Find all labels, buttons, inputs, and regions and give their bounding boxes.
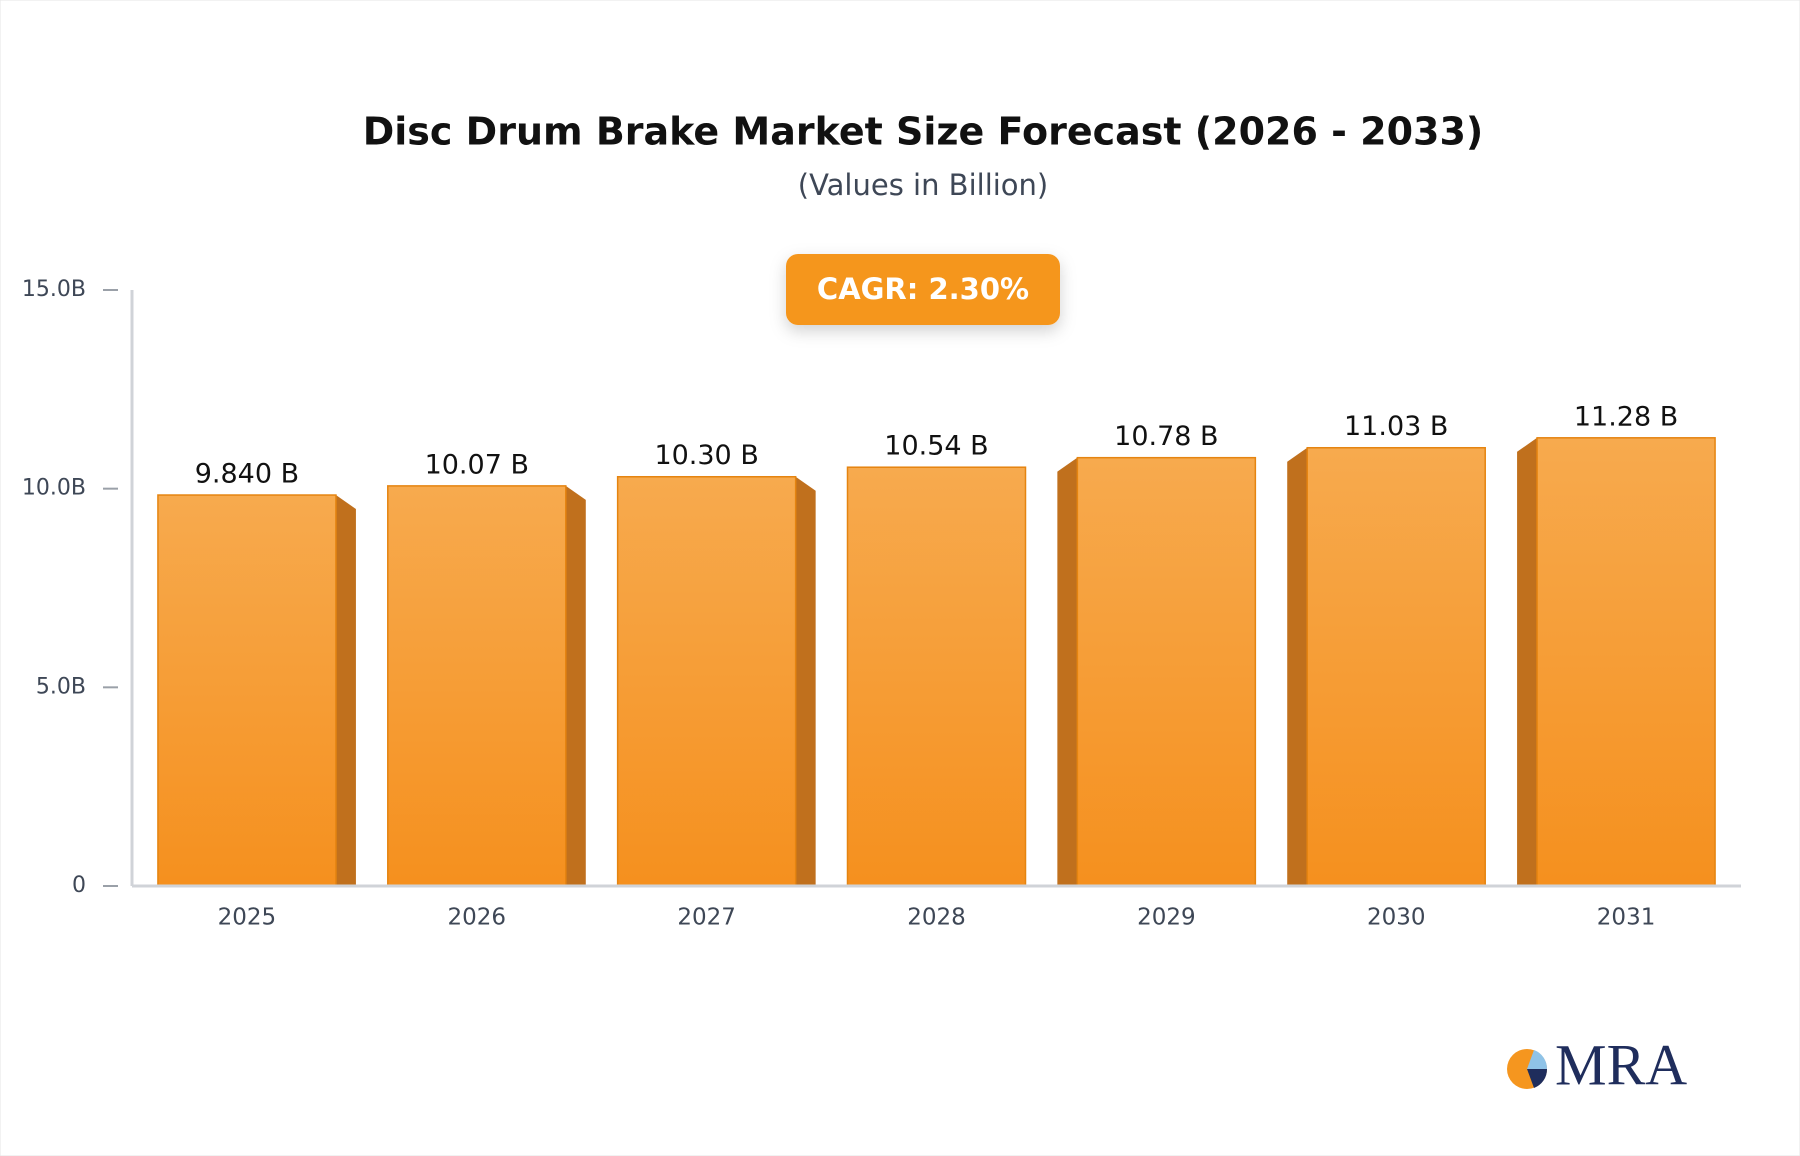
y-tick-label: 5.0B bbox=[36, 674, 86, 699]
x-tick-label: 2030 bbox=[1367, 905, 1426, 931]
cagr-label: CAGR: 2.30% bbox=[817, 272, 1029, 306]
value-label: 10.30 B bbox=[654, 440, 758, 471]
bar bbox=[846, 466, 1027, 887]
bar bbox=[387, 485, 567, 887]
logo: MRA bbox=[1507, 1032, 1687, 1097]
x-tick-label: 2031 bbox=[1597, 905, 1656, 931]
logo-icon-slice bbox=[1527, 1069, 1548, 1088]
bar bbox=[1536, 437, 1716, 887]
logo-text: MRA bbox=[1555, 1032, 1687, 1097]
bar-side bbox=[1517, 437, 1538, 886]
value-label: 9.840 B bbox=[195, 459, 299, 490]
bar-side bbox=[565, 485, 586, 886]
bar bbox=[157, 494, 337, 887]
logo-icon-slice bbox=[1527, 1050, 1548, 1069]
x-tick-label: 2028 bbox=[907, 905, 966, 931]
x-tick-label: 2027 bbox=[677, 905, 736, 931]
chart-title: Disc Drum Brake Market Size Forecast (20… bbox=[363, 110, 1484, 154]
value-label: 11.28 B bbox=[1574, 401, 1678, 432]
bar bbox=[1076, 456, 1257, 887]
value-label: 10.07 B bbox=[425, 449, 529, 480]
y-tick-label: 10.0B bbox=[22, 476, 86, 501]
value-label: 11.03 B bbox=[1344, 411, 1448, 442]
value-label: 10.78 B bbox=[1114, 421, 1218, 452]
bar-side bbox=[1057, 457, 1078, 886]
value-label: 10.54 B bbox=[884, 431, 988, 462]
chart-subtitle: (Values in Billion) bbox=[798, 168, 1049, 202]
bar-side bbox=[795, 476, 816, 886]
y-tick-label: 15.0B bbox=[22, 277, 86, 302]
x-tick-label: 2029 bbox=[1137, 905, 1196, 931]
x-tick-label: 2025 bbox=[218, 905, 277, 931]
x-tick-label: 2026 bbox=[448, 905, 507, 931]
bar-side bbox=[1287, 447, 1308, 886]
bar bbox=[616, 475, 797, 887]
bar bbox=[1306, 446, 1486, 887]
bar-side bbox=[335, 495, 356, 886]
cagr-badge bbox=[786, 254, 1060, 325]
y-tick-label: 0 bbox=[72, 873, 86, 898]
